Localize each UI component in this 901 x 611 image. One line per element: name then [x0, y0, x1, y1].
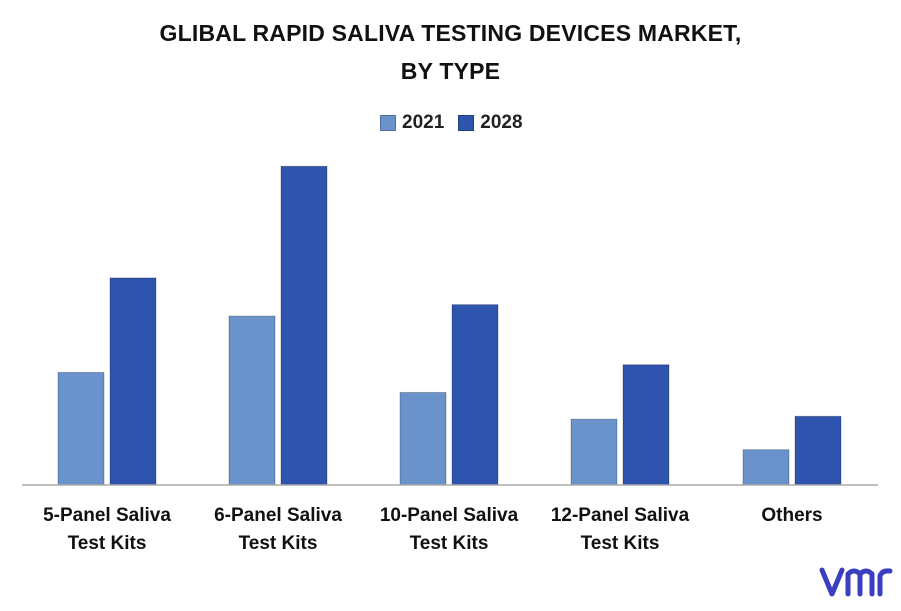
x-tick-label-3: 12-Panel Saliva Test Kits: [550, 505, 690, 554]
x-tick-label-2: 10-Panel Saliva Test Kits: [379, 505, 519, 554]
page-title-line-2: BY TYPE: [400, 58, 501, 84]
bar-2021-1: [228, 315, 276, 486]
legend-swatch-2021: [380, 115, 396, 131]
bar-2028-4: [794, 415, 842, 486]
page-title-line-1: GLIBAL RAPID SALIVA TESTING DEVICES MARK…: [159, 20, 742, 46]
bar-2021-2: [399, 391, 447, 486]
bar-2028-1: [280, 165, 328, 486]
bar-2021-4: [742, 449, 790, 486]
legend-label-2028: 2028: [480, 112, 523, 133]
legend-label-2021: 2021: [402, 112, 445, 133]
legend-swatch-2028: [458, 115, 475, 131]
x-tick-label-4: Others: [761, 505, 823, 526]
legend-item-2021: 2021: [380, 112, 444, 134]
x-tick-label-0: 5-Panel Saliva Test Kits: [43, 505, 171, 554]
legend-item-2028: 2028: [458, 112, 523, 134]
bar-2028-2: [451, 304, 499, 486]
x-tick-label-1: 6-Panel Saliva Test Kits: [214, 505, 342, 554]
vmr-logo-icon: [819, 567, 893, 597]
bar-2028-0: [109, 277, 157, 486]
bar-2028-3: [622, 364, 670, 486]
chart-legend: 2021 2028: [380, 112, 537, 134]
bar-2021-3: [570, 418, 618, 486]
bar-2021-0: [57, 371, 105, 486]
